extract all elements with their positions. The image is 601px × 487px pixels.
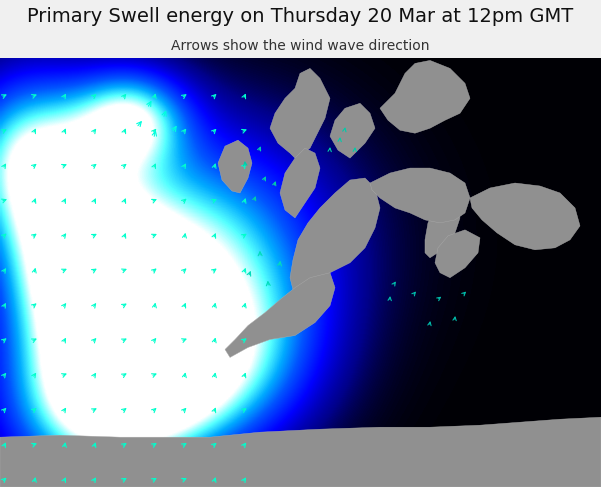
- Polygon shape: [0, 417, 601, 487]
- Polygon shape: [425, 198, 460, 258]
- Text: Primary Swell energy on Thursday 20 Mar at 12pm GMT: Primary Swell energy on Thursday 20 Mar …: [28, 7, 573, 26]
- Text: Arrows show the wind wave direction: Arrows show the wind wave direction: [171, 38, 430, 53]
- Polygon shape: [370, 168, 470, 223]
- Polygon shape: [225, 273, 335, 357]
- Polygon shape: [330, 103, 375, 158]
- Polygon shape: [380, 60, 470, 133]
- Polygon shape: [435, 230, 480, 278]
- Polygon shape: [290, 178, 380, 298]
- Polygon shape: [470, 183, 580, 250]
- Polygon shape: [280, 148, 320, 218]
- Polygon shape: [270, 68, 330, 158]
- Polygon shape: [218, 140, 252, 193]
